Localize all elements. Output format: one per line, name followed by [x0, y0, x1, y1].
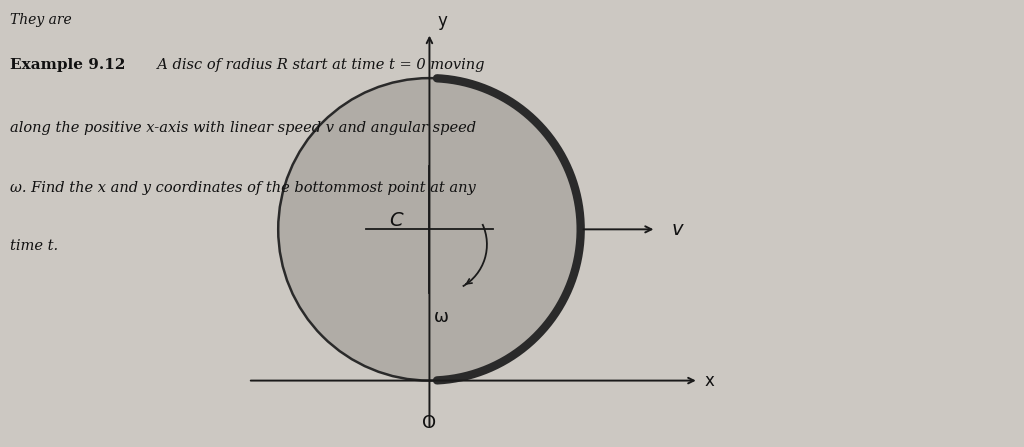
Text: time t.: time t. — [10, 239, 58, 253]
Text: y: y — [437, 12, 446, 30]
Text: O: O — [422, 414, 436, 432]
Text: C: C — [389, 211, 403, 230]
Text: They are: They are — [10, 13, 72, 27]
Circle shape — [279, 78, 581, 380]
Text: along the positive x-axis with linear speed v and angular speed: along the positive x-axis with linear sp… — [10, 121, 476, 135]
Text: v: v — [672, 220, 683, 239]
Text: Example 9.12: Example 9.12 — [10, 58, 126, 72]
Text: x: x — [705, 371, 715, 390]
Text: A disc of radius R start at time t = 0 moving: A disc of radius R start at time t = 0 m… — [148, 58, 485, 72]
Text: ω. Find the x and y coordinates of the bottommost point at any: ω. Find the x and y coordinates of the b… — [10, 181, 476, 195]
Text: ω: ω — [434, 308, 450, 326]
